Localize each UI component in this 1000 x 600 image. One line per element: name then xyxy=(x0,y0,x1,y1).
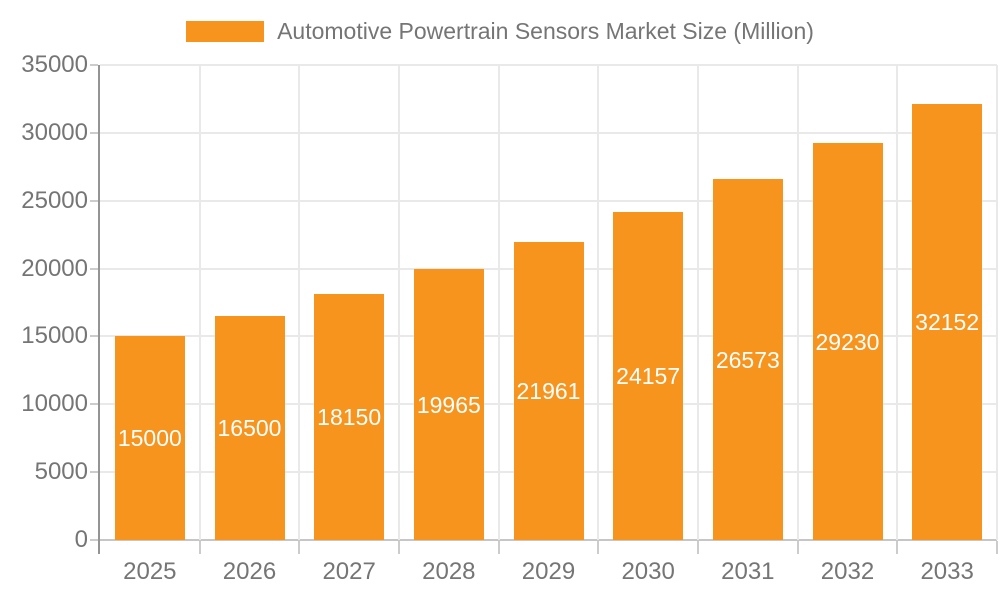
y-axis-tick xyxy=(90,335,98,338)
x-axis-tick xyxy=(198,541,201,554)
x-tick-label: 2025 xyxy=(123,558,177,585)
bar-value-label: 32152 xyxy=(915,308,980,335)
y-axis-tick xyxy=(90,131,98,134)
bar: 29230 xyxy=(812,143,883,540)
bar: 15000 xyxy=(114,336,185,540)
legend-label: Automotive Powertrain Sensors Market Siz… xyxy=(277,18,814,44)
gridline-h xyxy=(100,199,997,202)
gridline-v xyxy=(597,65,600,540)
y-tick-label: 30000 xyxy=(21,118,88,146)
bar-value-label: 29230 xyxy=(815,328,880,355)
chart-legend: Automotive Powertrain Sensors Market Siz… xyxy=(0,18,1000,44)
y-tick-label: 25000 xyxy=(21,186,88,214)
x-axis-tick xyxy=(398,541,400,554)
x-tick-label: 2031 xyxy=(721,558,775,585)
bar: 18150 xyxy=(314,293,385,540)
bar-value-label: 19965 xyxy=(416,391,481,418)
x-tick-label: 2027 xyxy=(322,558,376,585)
gridline-v xyxy=(996,65,998,540)
gridline-v xyxy=(298,65,301,540)
bar-value-label: 24157 xyxy=(616,363,681,390)
y-tick-label: 20000 xyxy=(21,254,88,282)
bar-value-label: 21961 xyxy=(516,377,581,404)
bar-value-label: 15000 xyxy=(117,425,182,452)
bar: 21961 xyxy=(513,241,584,540)
gridline-v xyxy=(398,65,400,540)
bar-value-label: 18150 xyxy=(317,403,382,430)
y-tick-label: 0 xyxy=(74,526,88,553)
y-axis-tick xyxy=(90,64,98,66)
gridline-v xyxy=(796,65,799,540)
x-axis-tick xyxy=(597,541,600,554)
y-tick-label: 15000 xyxy=(21,322,88,350)
x-tick-label: 2033 xyxy=(920,558,974,585)
y-axis-tick xyxy=(90,199,98,202)
gridline-h xyxy=(100,64,997,66)
gridline-v xyxy=(697,65,699,540)
x-axis-tick xyxy=(996,541,998,554)
y-axis-tick xyxy=(90,471,98,474)
y-tick-label: 5000 xyxy=(34,458,88,486)
x-tick-label: 2032 xyxy=(820,558,875,585)
bar-value-label: 26573 xyxy=(715,346,780,373)
bar: 24157 xyxy=(613,212,684,540)
y-tick-label: 10000 xyxy=(21,390,88,418)
x-tick-label: 2029 xyxy=(521,558,576,585)
bar: 26573 xyxy=(712,179,783,540)
plot-area: 15000 16500 18150 19965 21961 24157 26573 29230… xyxy=(100,64,998,540)
x-axis-tick xyxy=(298,541,301,554)
x-axis-tick xyxy=(896,541,899,554)
x-axis-baseline xyxy=(100,539,997,541)
y-axis-tick xyxy=(90,539,98,541)
bar: 19965 xyxy=(413,269,484,540)
x-tick-label: 2030 xyxy=(621,558,675,585)
x-tick-label: 2026 xyxy=(222,558,277,585)
x-axis-tick xyxy=(697,541,699,554)
y-axis-tick xyxy=(90,403,98,406)
gridline-v xyxy=(896,65,899,540)
gridline-v xyxy=(198,65,201,540)
gridline-h xyxy=(100,131,997,134)
y-tick-label: 35000 xyxy=(21,51,88,78)
gridline-v xyxy=(497,65,500,540)
x-axis-tick xyxy=(796,541,799,554)
x-axis-tick xyxy=(497,541,500,554)
bar: 32152 xyxy=(912,103,983,540)
y-axis-tick xyxy=(90,267,98,270)
y-axis-line xyxy=(98,65,100,554)
x-tick-label: 2028 xyxy=(422,558,476,585)
bar: 16500 xyxy=(214,316,285,540)
bar-value-label: 16500 xyxy=(217,415,282,442)
legend-swatch xyxy=(186,20,265,42)
